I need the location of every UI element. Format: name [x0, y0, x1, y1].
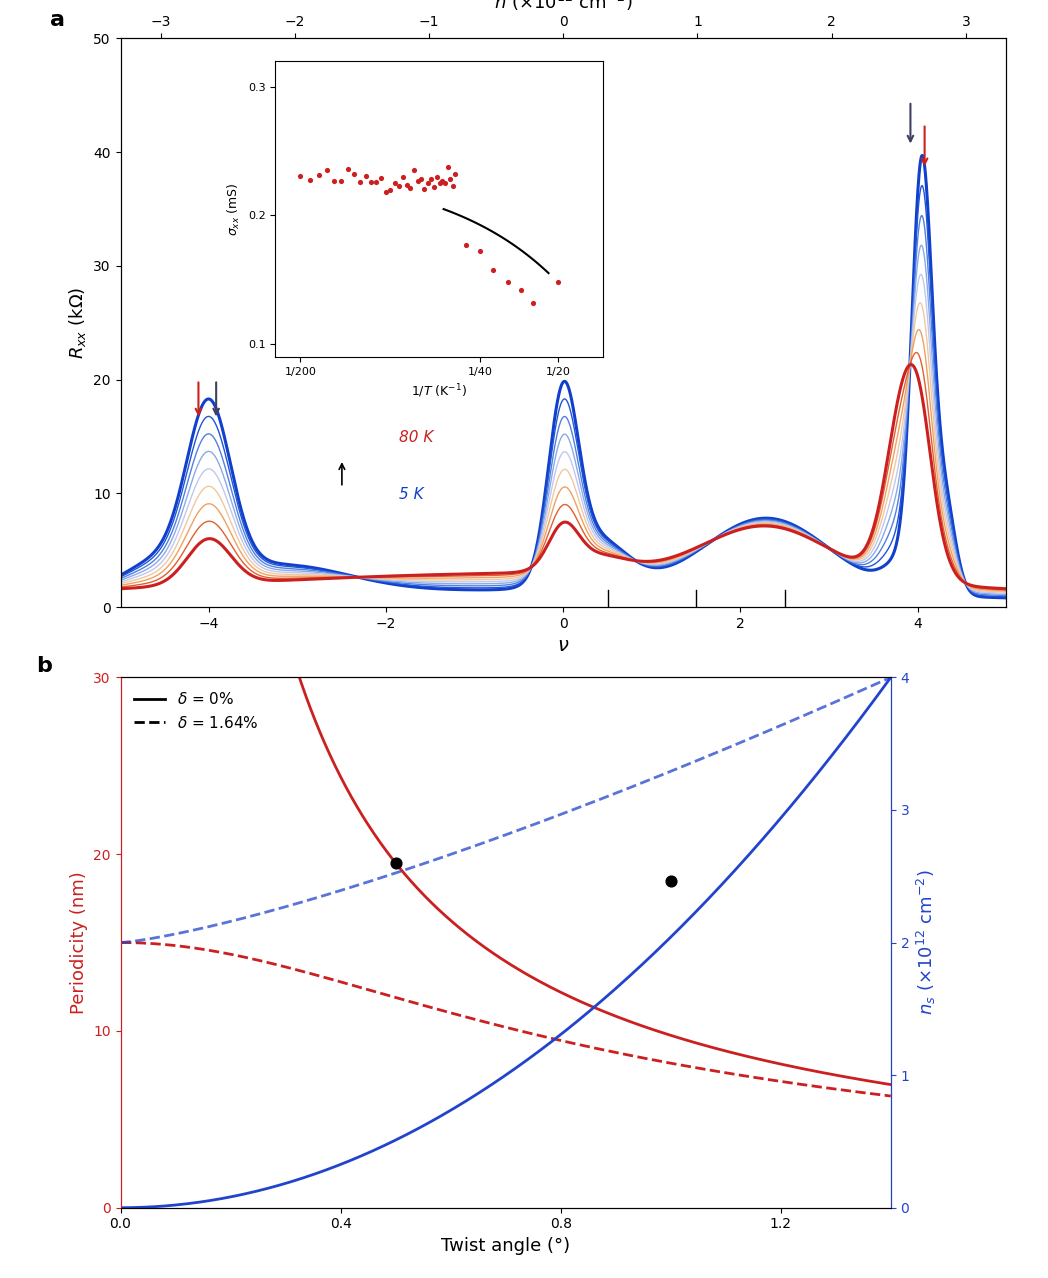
Y-axis label: $R_{xx}$ (k$\Omega$): $R_{xx}$ (k$\Omega$) [67, 286, 88, 359]
Legend: $\delta$ = 0%, $\delta$ = 1.64%: $\delta$ = 0%, $\delta$ = 1.64% [128, 685, 265, 737]
Point [662, 870, 679, 891]
Text: a: a [49, 10, 65, 29]
Text: 80 K: 80 K [399, 431, 434, 445]
Text: b: b [36, 656, 51, 676]
Y-axis label: Periodicity (nm): Periodicity (nm) [69, 872, 88, 1013]
Y-axis label: $n_s$ ($\times10^{12}$ cm$^{-2}$): $n_s$ ($\times10^{12}$ cm$^{-2}$) [915, 869, 938, 1016]
Point [388, 852, 405, 873]
Text: 5 K: 5 K [399, 487, 424, 502]
X-axis label: $n$ ($\times10^{12}$ cm$^{-2}$): $n$ ($\times10^{12}$ cm$^{-2}$) [494, 0, 633, 13]
X-axis label: $\nu$: $\nu$ [558, 636, 569, 656]
X-axis label: Twist angle (°): Twist angle (°) [441, 1237, 570, 1255]
